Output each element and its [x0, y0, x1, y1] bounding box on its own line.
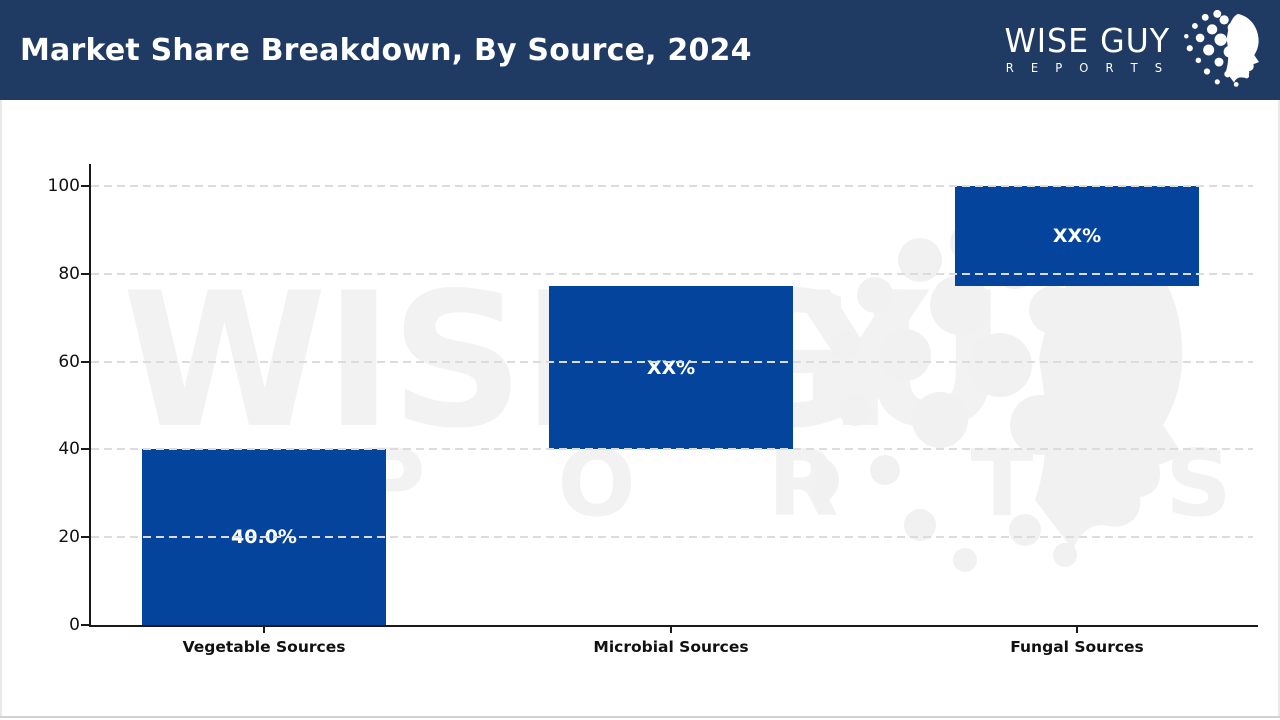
x-tick-mark [263, 625, 265, 633]
header-bar: Market Share Breakdown, By Source, 2024 … [0, 0, 1280, 100]
page-title: Market Share Breakdown, By Source, 2024 [20, 32, 752, 68]
plot-area: 0 20 40 60 80 100 40.0% XX% XX% Vegetable Sources… [0, 100, 1280, 716]
gridline [91, 536, 1253, 539]
y-tick-label: 100 [47, 176, 80, 196]
x-tick-mark [670, 625, 672, 633]
gridline [91, 272, 1253, 275]
x-axis-spine [89, 625, 1258, 627]
gridline [91, 360, 1253, 363]
y-tick-mark [81, 448, 89, 451]
right-edge-line [1278, 100, 1280, 716]
category-label: Fungal Sources [1010, 638, 1144, 656]
brand-logo: WISE GUY R E P O R T S [1001, 7, 1262, 93]
bar: XX% [955, 186, 1199, 287]
y-tick-mark [81, 272, 89, 275]
bar: XX% [549, 286, 793, 450]
y-tick-label: 40 [58, 439, 80, 460]
logo-wordmark: WISE GUY R E P O R T S [1005, 24, 1171, 76]
y-tick-label: 0 [69, 615, 80, 635]
x-tick-mark [1076, 625, 1078, 633]
y-tick-mark [81, 536, 89, 539]
y-axis-spine [89, 164, 91, 627]
logo-name-text: WISE GUY [1004, 21, 1171, 60]
left-edge-line [0, 100, 2, 716]
y-tick-label: 20 [58, 527, 80, 548]
y-tick-label: 80 [58, 263, 80, 284]
gridline [91, 448, 1253, 451]
y-tick-mark [81, 185, 89, 187]
category-label: Vegetable Sources [182, 638, 346, 656]
y-tick-mark [81, 624, 89, 626]
bar-value-label: XX% [1052, 225, 1102, 248]
category-label: Microbial Sources [593, 638, 749, 656]
y-tick-label: 60 [58, 351, 80, 372]
y-tick-mark [81, 360, 89, 363]
gridline [91, 185, 1253, 187]
bottom-border-line [0, 716, 1280, 718]
logo-sub-text: R E P O R T S [1006, 61, 1170, 75]
wiseguy-face-logo-icon [1184, 9, 1259, 87]
watermark-face-icon [815, 225, 1183, 572]
